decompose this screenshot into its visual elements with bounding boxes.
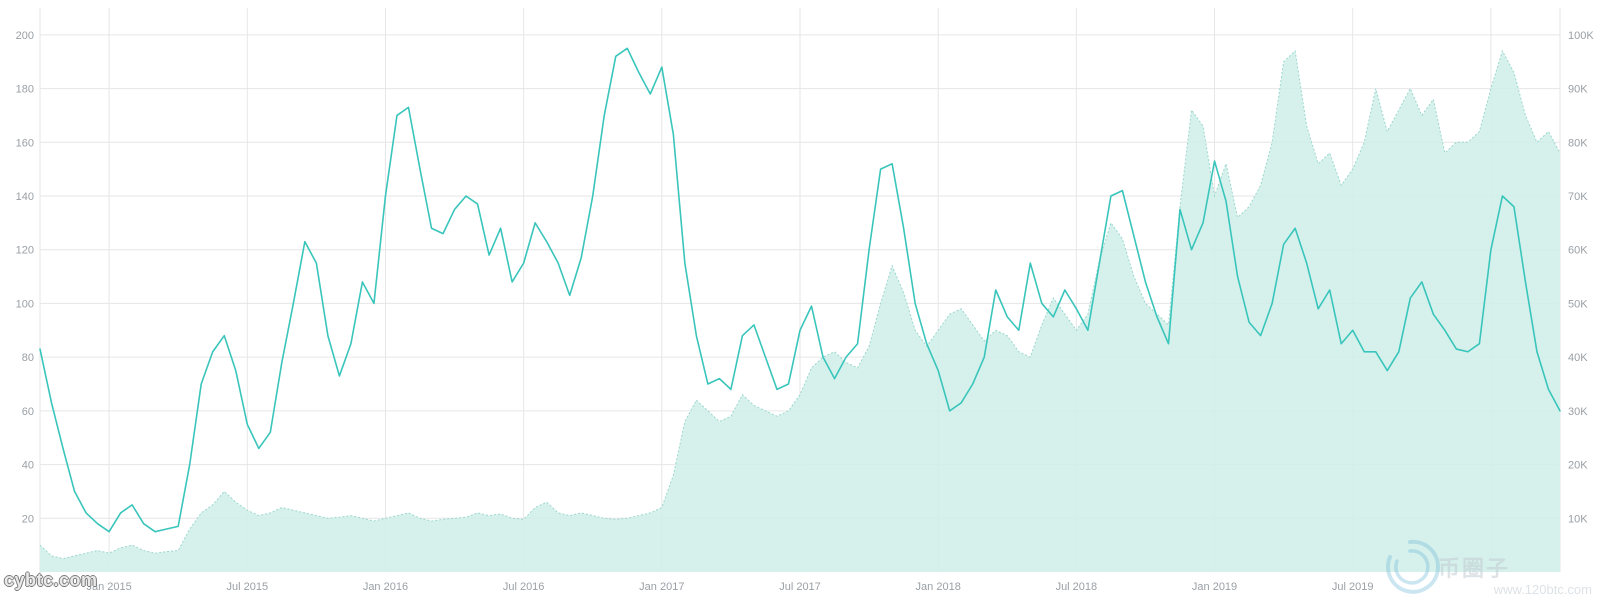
y-right-tick-label: 90K	[1568, 84, 1588, 96]
x-tick-label: Jan 2015	[86, 581, 131, 593]
y-left-tick-label: 140	[16, 191, 34, 203]
x-tick-label: Jul 2018	[1056, 581, 1098, 593]
y-left-tick-label: 200	[16, 30, 34, 42]
y-left-tick-label: 100	[16, 298, 34, 310]
x-tick-label: Jan 2017	[639, 581, 684, 593]
x-tick-label: Jan 2018	[916, 581, 961, 593]
y-right-tick-label: 70K	[1568, 191, 1588, 203]
x-tick-label: Jul 2019	[1332, 581, 1374, 593]
x-tick-label: Jan 2019	[1192, 581, 1237, 593]
y-left-tick-label: 180	[16, 84, 34, 96]
y-left-tick-label: 160	[16, 137, 34, 149]
y-right-tick-label: 50K	[1568, 298, 1588, 310]
y-left-tick-label: 60	[22, 406, 34, 418]
chart-area: 20 40 60 80 100 120 140 160 180 200 10K 20K 30K 40K 50…	[0, 0, 1600, 607]
y-right-tick-label: 60K	[1568, 245, 1588, 257]
x-tick-label: Jan 2016	[363, 581, 408, 593]
y-right-tick-label: 100K	[1568, 30, 1594, 42]
y-left-tick-label: 40	[22, 460, 34, 472]
y-right-tick-label: 10K	[1568, 513, 1588, 525]
y-right-tick-label: 20K	[1568, 460, 1588, 472]
x-tick-label: Jul 2016	[503, 581, 545, 593]
chart-root: 20 40 60 80 100 120 140 160 180 200 10K 20K 30K 40K 50…	[0, 0, 1600, 607]
y-right-tick-label: 80K	[1568, 137, 1588, 149]
y-right-tick-label: 40K	[1568, 352, 1588, 364]
y-left-tick-label: 20	[22, 513, 34, 525]
y-left-tick-label: 80	[22, 352, 34, 364]
y-left-tick-label: 120	[16, 245, 34, 257]
y-right-tick-label: 30K	[1568, 406, 1588, 418]
x-tick-label: Jul 2017	[779, 581, 821, 593]
x-tick-label: Jul 2015	[226, 581, 268, 593]
